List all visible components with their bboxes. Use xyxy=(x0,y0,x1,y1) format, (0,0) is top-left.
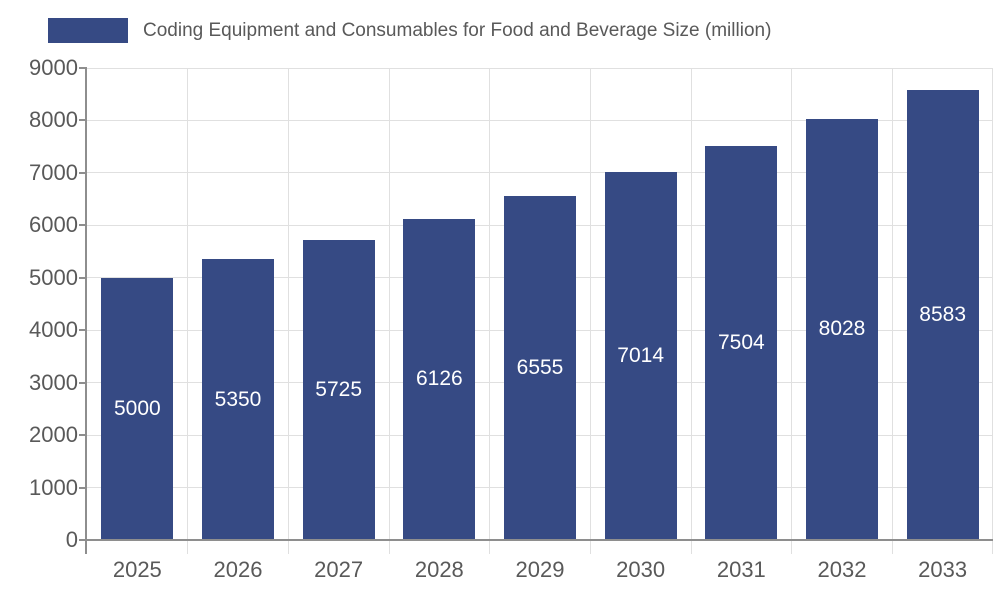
v-gridline xyxy=(287,68,289,554)
x-tick-label: 2033 xyxy=(918,557,968,582)
bar: 5000 xyxy=(101,277,174,540)
v-gridline xyxy=(489,68,491,554)
y-tick-label: 2000 xyxy=(29,422,78,448)
bar: 5350 xyxy=(202,259,274,540)
v-gridline xyxy=(891,68,893,554)
y-tick-label: 8000 xyxy=(29,107,78,133)
bar: 8583 xyxy=(906,89,979,540)
bar: 7014 xyxy=(604,172,677,540)
y-tick-label: 9000 xyxy=(29,55,78,80)
y-tick xyxy=(79,486,87,489)
bar-value-label: 6126 xyxy=(415,367,463,391)
bar-value-label: 8583 xyxy=(919,302,967,326)
legend-label: Coding Equipment and Consumables for Foo… xyxy=(143,19,772,41)
legend: Coding Equipment and Consumables for Foo… xyxy=(48,17,771,44)
v-gridline xyxy=(388,68,390,554)
bar: 5725 xyxy=(302,239,375,540)
x-axis-line xyxy=(85,539,993,541)
y-tick-label: 1000 xyxy=(29,474,78,500)
v-gridline xyxy=(187,68,189,554)
bar-value-label: 8028 xyxy=(818,317,866,341)
y-tick-label: 3000 xyxy=(29,369,78,395)
y-tick xyxy=(79,67,87,69)
legend-swatch xyxy=(48,18,128,43)
x-tick-label: 2026 xyxy=(213,557,263,582)
bar-value-label: 5350 xyxy=(214,387,262,411)
v-gridline xyxy=(791,68,793,554)
h-gridline xyxy=(87,172,993,174)
y-tick-label: 5000 xyxy=(29,264,78,290)
bar-value-label: 5725 xyxy=(315,377,363,401)
h-gridline xyxy=(87,67,993,69)
x-tick-label: 2029 xyxy=(515,557,565,582)
y-tick xyxy=(79,171,87,174)
y-tick xyxy=(79,276,87,279)
y-axis-line xyxy=(85,68,87,554)
bar-value-label: 5000 xyxy=(113,396,161,420)
y-tick-label: 0 xyxy=(65,527,78,552)
bar: 6555 xyxy=(504,196,576,540)
bar: 8028 xyxy=(806,118,878,540)
bar-value-label: 7014 xyxy=(617,344,665,368)
bar-value-label: 6555 xyxy=(516,356,564,380)
y-tick xyxy=(79,434,87,437)
x-tick-label: 2032 xyxy=(817,557,867,582)
y-tick xyxy=(79,329,87,332)
y-tick xyxy=(79,381,87,384)
y-tick-label: 4000 xyxy=(29,317,78,343)
x-tick-label: 2028 xyxy=(414,557,464,582)
bar-value-label: 7504 xyxy=(717,331,765,355)
v-gridline xyxy=(589,68,591,554)
x-tick-label: 2031 xyxy=(716,557,766,582)
v-gridline xyxy=(992,68,993,554)
v-gridline xyxy=(690,68,692,554)
y-tick-label: 6000 xyxy=(29,212,78,238)
x-tick-label: 2030 xyxy=(616,557,666,582)
y-tick xyxy=(79,224,87,227)
bar: 6126 xyxy=(403,218,476,540)
x-tick-label: 2025 xyxy=(112,557,162,582)
y-tick xyxy=(79,539,87,541)
h-gridline xyxy=(87,119,993,121)
x-tick-label: 2027 xyxy=(314,557,364,582)
bar: 7504 xyxy=(705,146,778,540)
y-tick xyxy=(79,119,87,122)
plot-area: 0 1000 2000 3000 4000 5000 6000 7000 8000 9000 500… xyxy=(29,55,993,582)
y-tick-label: 7000 xyxy=(29,159,78,185)
